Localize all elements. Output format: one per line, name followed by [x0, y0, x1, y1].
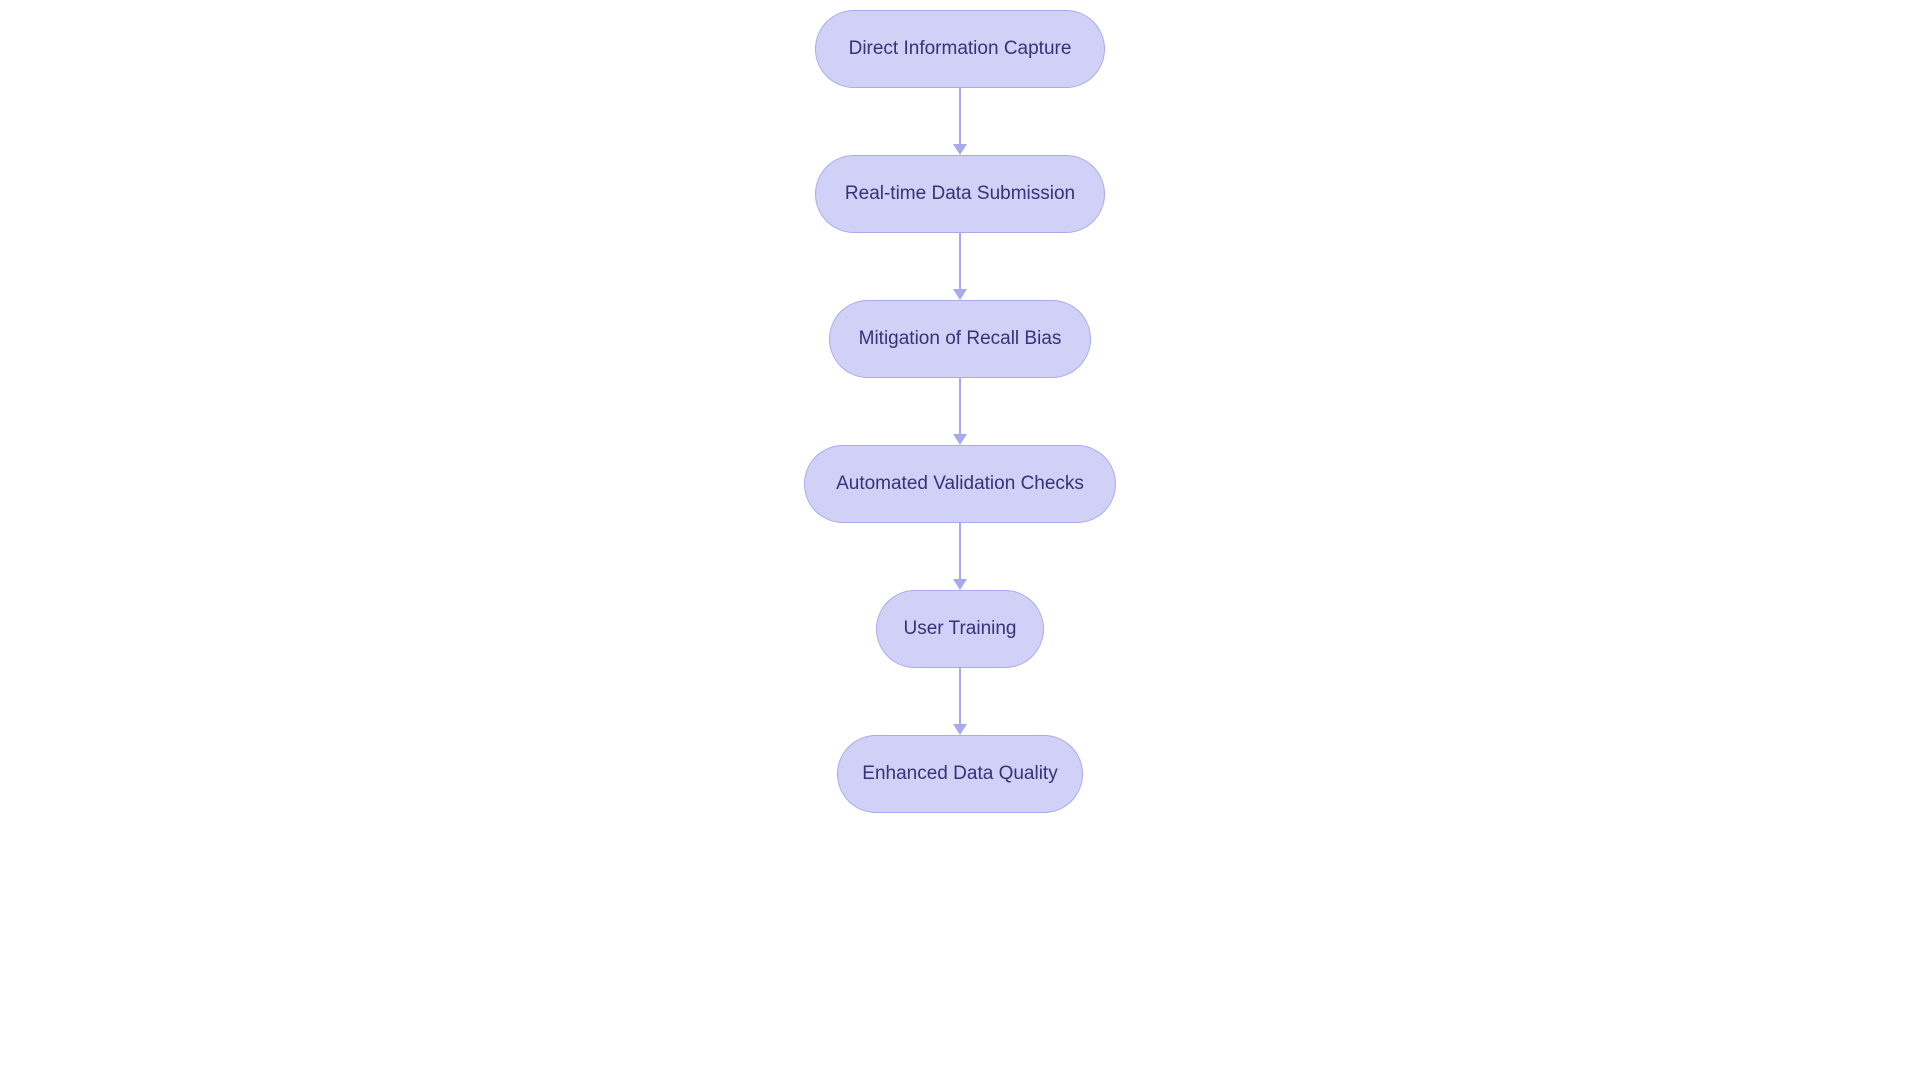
arrow-line [959, 88, 961, 144]
node-label: Real-time Data Submission [845, 183, 1075, 205]
flowchart-node: Real-time Data Submission [815, 155, 1105, 233]
flowchart-node: Direct Information Capture [815, 10, 1105, 88]
flowchart-arrow [953, 88, 967, 155]
node-label: User Training [904, 618, 1017, 640]
flowchart-arrow [953, 378, 967, 445]
flowchart-node: Enhanced Data Quality [837, 735, 1083, 813]
flowchart-container: Direct Information Capture Real-time Data… [804, 10, 1116, 813]
flowchart-arrow [953, 668, 967, 735]
arrow-head-icon [953, 289, 967, 300]
arrow-head-icon [953, 579, 967, 590]
arrow-line [959, 233, 961, 289]
flowchart-node: User Training [876, 590, 1044, 668]
flowchart-node: Automated Validation Checks [804, 445, 1116, 523]
arrow-head-icon [953, 144, 967, 155]
node-label: Mitigation of Recall Bias [859, 328, 1062, 350]
arrow-head-icon [953, 434, 967, 445]
arrow-line [959, 378, 961, 434]
flowchart-arrow [953, 523, 967, 590]
flowchart-node: Mitigation of Recall Bias [829, 300, 1091, 378]
flowchart-arrow [953, 233, 967, 300]
arrow-head-icon [953, 724, 967, 735]
node-label: Direct Information Capture [849, 38, 1072, 60]
node-label: Enhanced Data Quality [862, 763, 1057, 785]
node-label: Automated Validation Checks [836, 473, 1084, 495]
arrow-line [959, 668, 961, 724]
arrow-line [959, 523, 961, 579]
